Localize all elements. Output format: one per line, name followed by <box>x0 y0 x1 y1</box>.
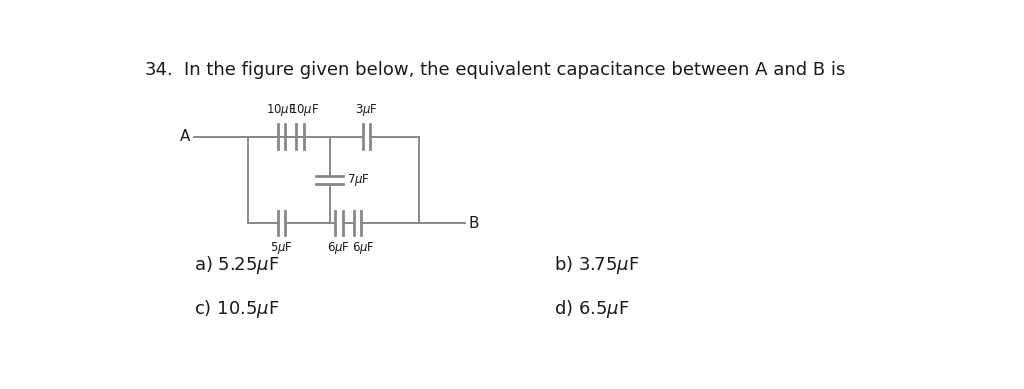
Text: 5$\mu$F: 5$\mu$F <box>270 240 293 256</box>
Text: 6$\mu$F: 6$\mu$F <box>352 240 375 256</box>
Text: 3$\mu$F: 3$\mu$F <box>355 102 378 117</box>
Text: d) 6.5$\mu$F: d) 6.5$\mu$F <box>554 298 630 320</box>
Text: 6$\mu$F: 6$\mu$F <box>328 240 350 256</box>
Text: 7$\mu$F: 7$\mu$F <box>346 172 370 188</box>
Text: 34.: 34. <box>145 61 174 79</box>
Text: 10$\mu$F: 10$\mu$F <box>290 102 319 117</box>
Text: a) 5.25$\mu$F: a) 5.25$\mu$F <box>194 254 280 276</box>
Text: In the figure given below, the equivalent capacitance between A and B is: In the figure given below, the equivalen… <box>183 61 845 79</box>
Text: b) 3.75$\mu$F: b) 3.75$\mu$F <box>554 254 640 276</box>
Text: 10$\mu$F: 10$\mu$F <box>266 102 297 117</box>
Text: B: B <box>469 216 479 231</box>
Text: A: A <box>179 129 190 144</box>
Text: c) 10.5$\mu$F: c) 10.5$\mu$F <box>194 298 280 320</box>
